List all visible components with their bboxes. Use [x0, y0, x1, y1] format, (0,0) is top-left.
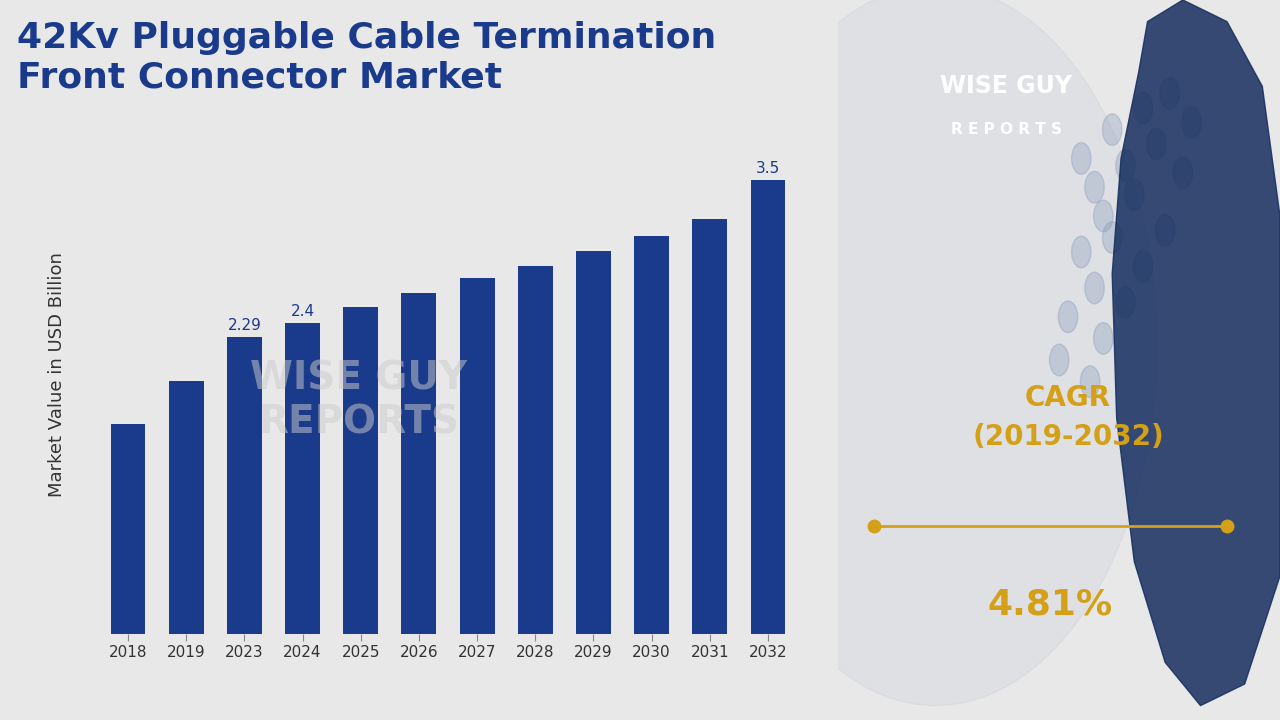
Circle shape — [1102, 222, 1121, 253]
Circle shape — [1085, 272, 1105, 304]
Polygon shape — [1112, 0, 1280, 706]
Circle shape — [1116, 150, 1135, 181]
Bar — [227, 337, 262, 634]
Bar — [169, 381, 204, 634]
Bar — [576, 251, 611, 634]
Text: 4.81%: 4.81% — [988, 588, 1112, 622]
Text: 42Kv Pluggable Cable Termination
Front Connector Market: 42Kv Pluggable Cable Termination Front C… — [18, 21, 717, 94]
Y-axis label: Market Value in USD Billion: Market Value in USD Billion — [47, 252, 65, 497]
Circle shape — [1085, 171, 1105, 203]
Circle shape — [1174, 157, 1193, 189]
Circle shape — [714, 0, 1156, 706]
Circle shape — [1147, 128, 1166, 160]
Text: R E P O R T S: R E P O R T S — [951, 122, 1061, 137]
Text: WISE GUY: WISE GUY — [941, 74, 1073, 99]
Bar — [634, 235, 669, 634]
Bar — [460, 279, 494, 634]
Text: CAGR
(2019-2032): CAGR (2019-2032) — [972, 384, 1164, 451]
Bar — [750, 180, 786, 634]
Bar — [518, 266, 553, 634]
Bar — [110, 423, 146, 634]
Circle shape — [1160, 78, 1179, 109]
Circle shape — [1050, 344, 1069, 376]
Text: 3.5: 3.5 — [756, 161, 780, 176]
Circle shape — [1059, 301, 1078, 333]
Circle shape — [1071, 143, 1091, 174]
Circle shape — [1116, 287, 1135, 318]
Text: 2.4: 2.4 — [291, 304, 315, 319]
Circle shape — [1133, 92, 1153, 124]
Circle shape — [1156, 215, 1175, 246]
Bar — [402, 293, 436, 634]
Circle shape — [1080, 366, 1100, 397]
Text: 2.29: 2.29 — [228, 318, 261, 333]
Circle shape — [1093, 200, 1114, 232]
Circle shape — [1181, 107, 1202, 138]
Bar — [285, 323, 320, 634]
Bar — [343, 307, 378, 634]
Circle shape — [1071, 236, 1091, 268]
Circle shape — [1102, 114, 1121, 145]
Bar — [692, 219, 727, 634]
Text: WISE GUY
REPORTS: WISE GUY REPORTS — [251, 359, 467, 441]
Circle shape — [1125, 179, 1144, 210]
Circle shape — [1093, 323, 1114, 354]
Circle shape — [1133, 251, 1153, 282]
